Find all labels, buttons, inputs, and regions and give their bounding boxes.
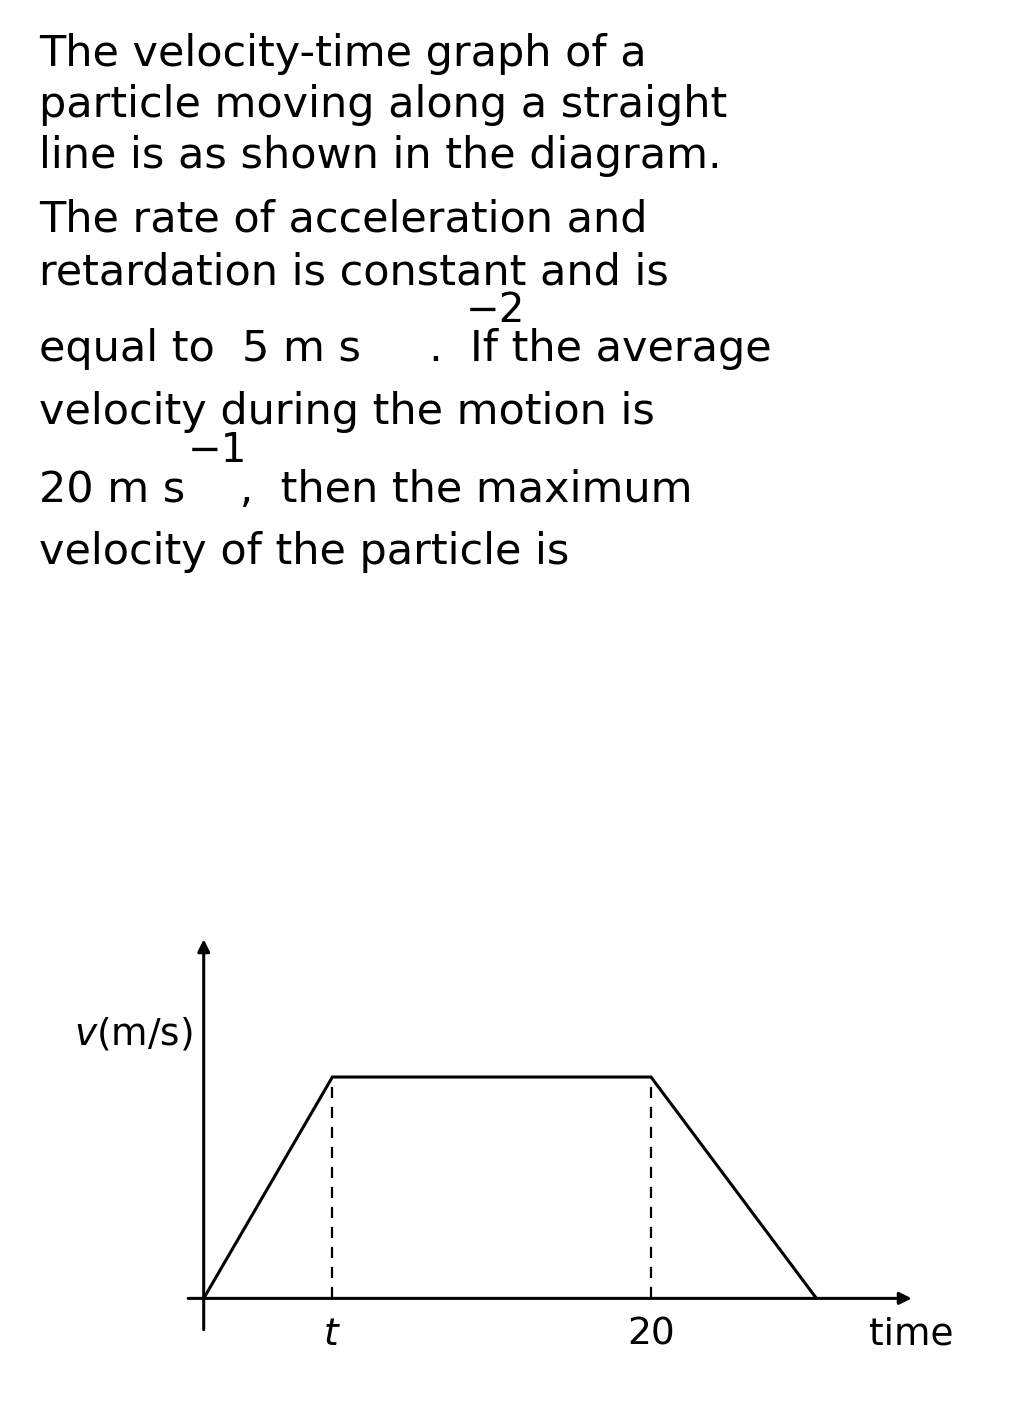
Text: time: time [869, 1317, 953, 1352]
Text: 20: 20 [627, 1317, 675, 1352]
Text: $v$(m/s): $v$(m/s) [74, 1016, 193, 1053]
Text: particle moving along a straight: particle moving along a straight [39, 84, 727, 126]
Text: velocity during the motion is: velocity during the motion is [39, 390, 654, 433]
Text: 20 m s    ,  then the maximum: 20 m s , then the maximum [39, 468, 692, 511]
Text: retardation is constant and is: retardation is constant and is [39, 251, 669, 294]
Text: line is as shown in the diagram.: line is as shown in the diagram. [39, 135, 722, 177]
Text: −2: −2 [466, 291, 525, 331]
Text: equal to  5 m s     .  If the average: equal to 5 m s . If the average [39, 328, 771, 370]
Text: velocity of the particle is: velocity of the particle is [39, 531, 569, 573]
Text: The velocity-time graph of a: The velocity-time graph of a [39, 33, 646, 75]
Text: −1: −1 [187, 431, 247, 471]
Text: $t$: $t$ [324, 1317, 341, 1352]
Text: The rate of acceleration and: The rate of acceleration and [39, 199, 647, 241]
